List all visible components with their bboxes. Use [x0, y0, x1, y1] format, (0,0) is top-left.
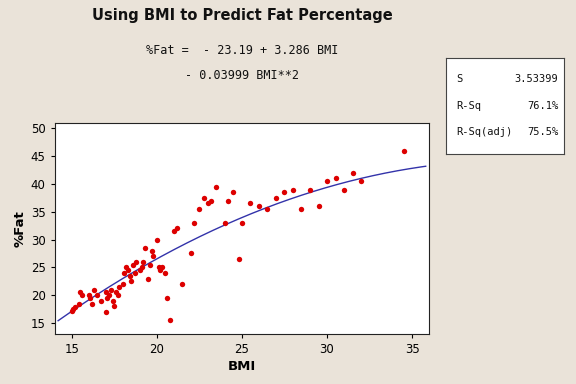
Point — [207, 198, 216, 204]
Point — [178, 281, 187, 287]
Text: %Fat =  - 23.19 + 3.286 BMI: %Fat = - 23.19 + 3.286 BMI — [146, 44, 338, 57]
Point — [139, 259, 148, 265]
Point — [156, 267, 165, 273]
Point — [141, 245, 150, 251]
Point — [88, 300, 97, 306]
Text: R-Sq(adj): R-Sq(adj) — [456, 127, 512, 137]
Point — [152, 237, 161, 243]
Point — [323, 178, 332, 184]
Point — [130, 270, 139, 276]
Point — [75, 289, 85, 295]
Point — [357, 178, 366, 184]
Text: 76.1%: 76.1% — [527, 101, 559, 111]
Point — [120, 270, 129, 276]
Point — [105, 292, 114, 298]
X-axis label: BMI: BMI — [228, 360, 256, 373]
Point — [127, 278, 136, 284]
Point — [246, 200, 255, 207]
Point — [263, 206, 272, 212]
Y-axis label: %Fat: %Fat — [14, 210, 26, 247]
Point — [137, 264, 146, 270]
Text: 3.53399: 3.53399 — [515, 74, 559, 84]
Point — [103, 295, 112, 301]
Point — [314, 203, 323, 209]
Point — [67, 308, 77, 314]
Point — [96, 298, 105, 304]
Point — [109, 303, 119, 310]
Point — [348, 170, 357, 176]
Point — [203, 200, 213, 207]
Point — [123, 267, 132, 273]
Point — [212, 184, 221, 190]
Point — [190, 220, 199, 226]
Point — [86, 295, 95, 301]
Point — [84, 292, 93, 298]
Point — [223, 198, 233, 204]
Point — [331, 175, 340, 182]
Point — [128, 262, 138, 268]
Point — [169, 228, 179, 234]
Point — [237, 220, 247, 226]
Point — [70, 305, 79, 311]
Text: 75.5%: 75.5% — [527, 127, 559, 137]
Point — [118, 281, 127, 287]
Point — [157, 264, 166, 270]
Point — [280, 189, 289, 195]
Point — [195, 206, 204, 212]
Point — [111, 289, 120, 295]
Point — [173, 225, 182, 232]
Point — [106, 286, 115, 293]
Text: Using BMI to Predict Fat Percentage: Using BMI to Predict Fat Percentage — [92, 8, 392, 23]
Point — [74, 300, 83, 306]
Point — [125, 273, 134, 279]
Point — [399, 147, 408, 154]
Point — [89, 286, 98, 293]
Point — [122, 264, 131, 270]
Point — [161, 270, 170, 276]
Point — [145, 262, 154, 268]
Point — [147, 248, 156, 254]
Point — [339, 187, 348, 193]
Text: - 0.03999 BMI**2: - 0.03999 BMI**2 — [185, 69, 299, 82]
Point — [69, 306, 78, 312]
Text: R-Sq: R-Sq — [456, 101, 481, 111]
Point — [229, 189, 238, 195]
Point — [113, 292, 122, 298]
Point — [234, 256, 243, 262]
Point — [154, 264, 163, 270]
Point — [166, 317, 175, 323]
Point — [135, 267, 145, 273]
Point — [289, 187, 298, 193]
Point — [305, 187, 314, 193]
Text: S: S — [456, 74, 462, 84]
Point — [108, 298, 117, 304]
Point — [271, 195, 281, 201]
Point — [200, 195, 209, 201]
Point — [220, 220, 229, 226]
Point — [77, 292, 86, 298]
Point — [149, 253, 158, 259]
Point — [132, 259, 141, 265]
Point — [255, 203, 264, 209]
Point — [186, 250, 195, 257]
Point — [93, 292, 102, 298]
Point — [143, 275, 153, 281]
Point — [297, 206, 306, 212]
Point — [101, 289, 111, 295]
Point — [162, 295, 172, 301]
Point — [101, 309, 111, 315]
Point — [115, 284, 124, 290]
